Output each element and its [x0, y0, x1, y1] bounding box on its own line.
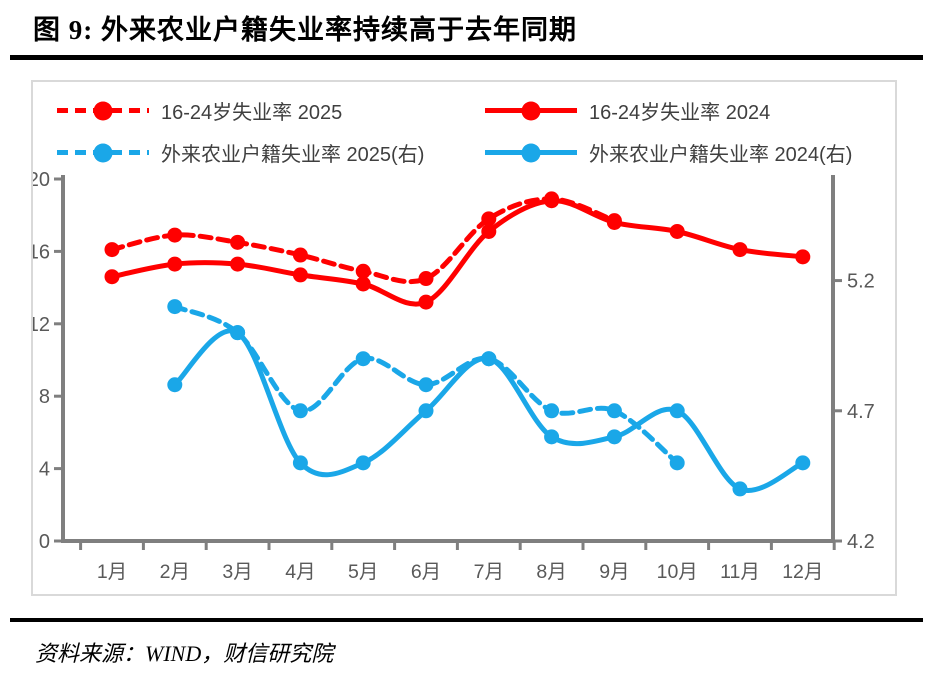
figure-title: 图 9: 外来农业户籍失业率持续高于去年同期 — [33, 15, 577, 45]
legend-marker-blue-solid-icon — [485, 142, 577, 163]
legend-item-migrant-2025: 外来农业户籍失业率 2025(右) — [57, 138, 485, 167]
svg-text:4.2: 4.2 — [847, 531, 875, 553]
svg-text:20: 20 — [33, 169, 50, 191]
svg-text:11月: 11月 — [720, 561, 760, 583]
legend-label: 外来农业户籍失业率 2025(右) — [161, 144, 425, 167]
legend-label: 16-24岁失业率 2025 — [161, 102, 343, 125]
svg-text:12: 12 — [33, 314, 50, 336]
svg-text:12月: 12月 — [782, 561, 823, 583]
svg-text:6月: 6月 — [411, 561, 441, 583]
legend-label: 外来农业户籍失业率 2024(右) — [589, 144, 853, 167]
legend-item-migrant-2024: 外来农业户籍失业率 2024(右) — [485, 138, 887, 167]
svg-text:9月: 9月 — [599, 561, 629, 583]
legend-item-youth-2024: 16-24岁失业率 2024 — [485, 96, 887, 125]
footer-divider — [10, 618, 923, 623]
chart-panel: 0 4 8 12 16 20 4.2 4.7 5.2 1月 2月 3月 4月 5月 6月 7月 8月 9月 10月 1… — [31, 80, 897, 597]
svg-text:16: 16 — [33, 242, 50, 264]
source-note: 资料来源：WIND，财信研究院 — [35, 641, 334, 667]
legend-marker-red-dashed-icon — [57, 100, 149, 121]
svg-text:3月: 3月 — [222, 561, 252, 583]
svg-text:4.7: 4.7 — [847, 401, 875, 423]
chart-legend: 16-24岁失业率 2025 16-24岁失业率 2024 外来农业户籍失业率 … — [57, 96, 887, 167]
legend-marker-blue-dashed-icon — [57, 142, 149, 163]
svg-text:4: 4 — [39, 459, 50, 481]
legend-item-youth-2025: 16-24岁失业率 2025 — [57, 96, 485, 125]
svg-text:5.2: 5.2 — [847, 271, 875, 293]
svg-text:8: 8 — [39, 387, 50, 409]
svg-text:10月: 10月 — [657, 561, 698, 583]
svg-text:8月: 8月 — [536, 561, 566, 583]
svg-text:7月: 7月 — [474, 561, 504, 583]
svg-text:5月: 5月 — [348, 561, 378, 583]
title-divider — [10, 55, 923, 61]
legend-label: 16-24岁失业率 2024 — [589, 102, 771, 125]
svg-text:4月: 4月 — [285, 561, 315, 583]
legend-marker-red-solid-icon — [485, 100, 577, 121]
svg-text:1月: 1月 — [97, 561, 127, 583]
line-chart: 0 4 8 12 16 20 4.2 4.7 5.2 1月 2月 3月 4月 5月 6月 7月 8月 9月 10月 1… — [33, 169, 875, 583]
svg-text:0: 0 — [39, 531, 50, 553]
svg-text:2月: 2月 — [160, 561, 190, 583]
